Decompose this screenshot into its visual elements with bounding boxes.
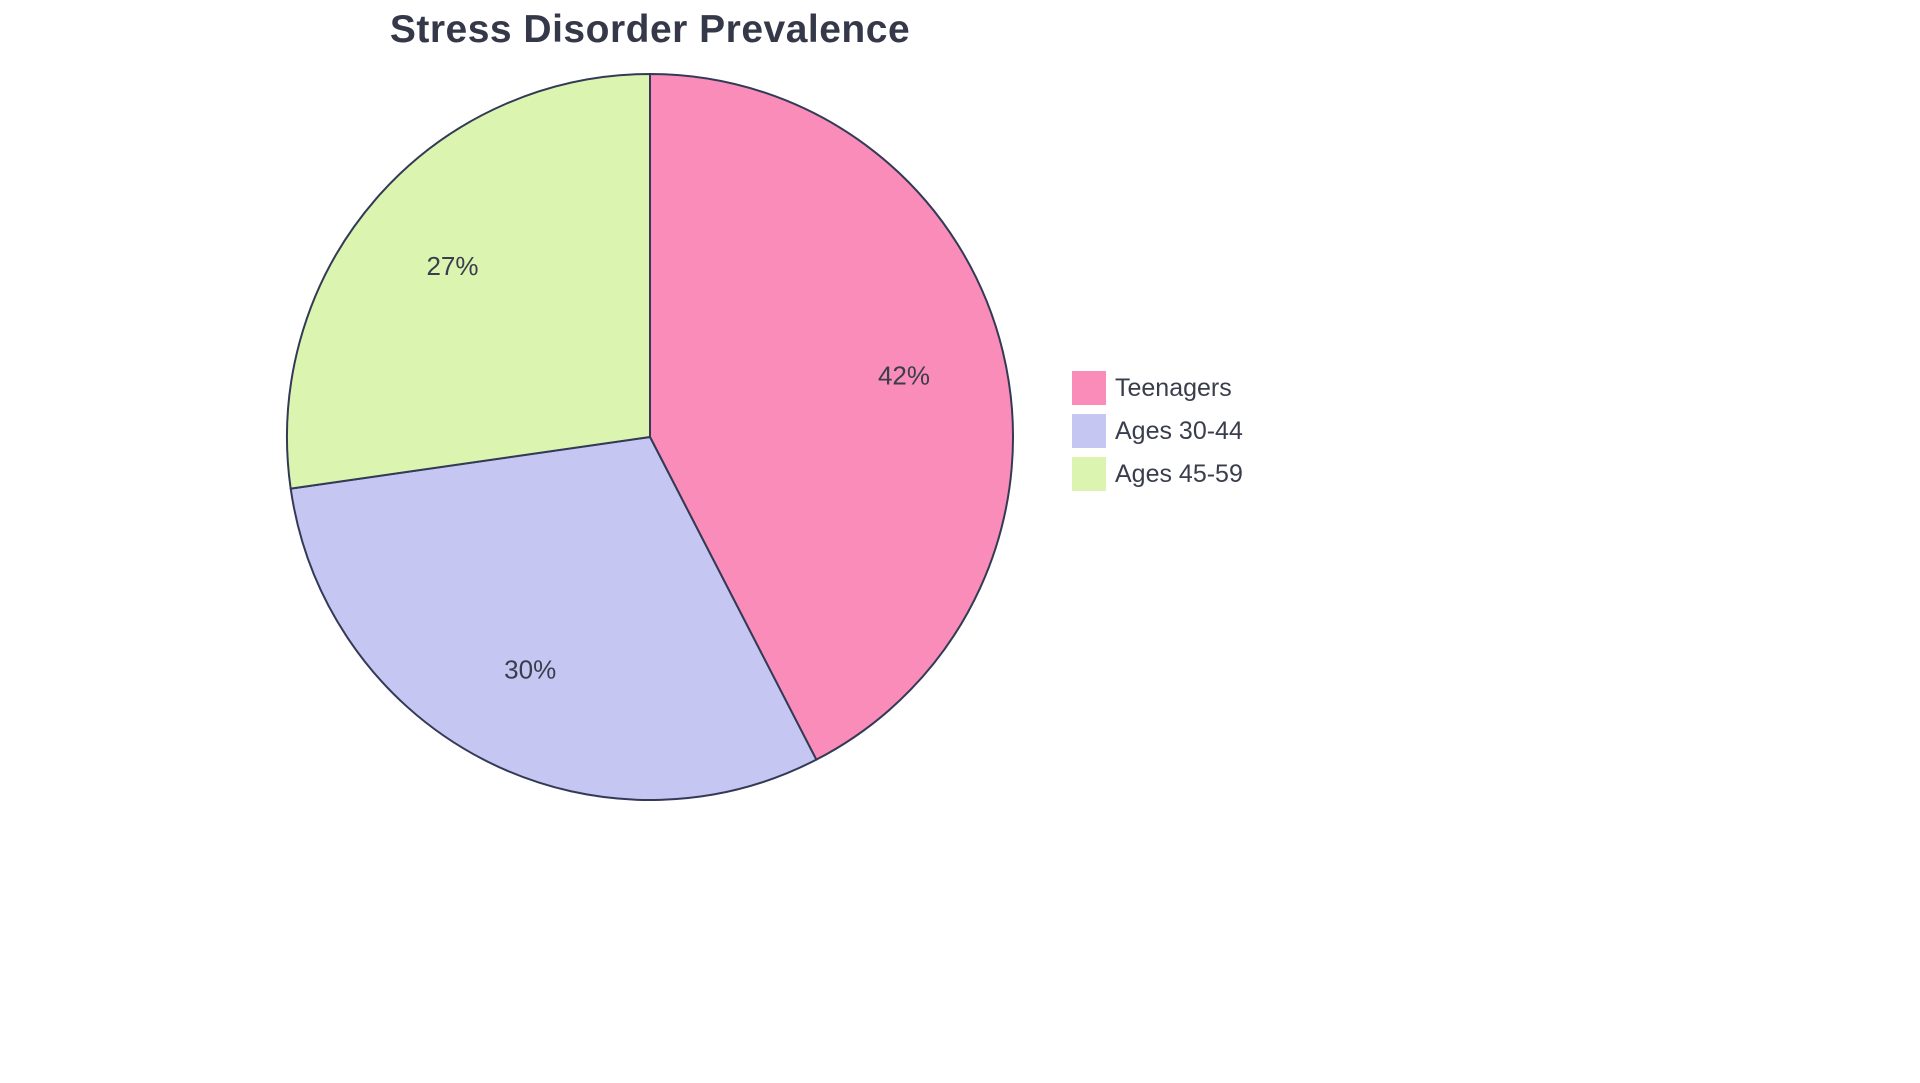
slice-percent-label: 30% [504, 654, 556, 684]
chart-title: Stress Disorder Prevalence [389, 8, 911, 51]
legend-swatch [1072, 457, 1106, 491]
slice-percent-label: 42% [878, 360, 930, 390]
legend-item: Ages 30-44 [1072, 414, 1243, 448]
slice-percent-label: 27% [426, 251, 478, 281]
legend-swatch [1072, 371, 1106, 405]
legend-item: Teenagers [1072, 371, 1243, 405]
pie-slice-ages-30-44 [289, 436, 818, 802]
legend-label: Ages 30-44 [1115, 417, 1243, 445]
legend: Teenagers Ages 30-44 Ages 45-59 [1072, 371, 1243, 491]
legend-label: Ages 45-59 [1115, 460, 1243, 488]
pie-slice-teenagers [649, 73, 1015, 761]
legend-label: Teenagers [1115, 374, 1232, 402]
pie-slice-ages-45-59 [286, 73, 651, 490]
legend-item: Ages 45-59 [1072, 457, 1243, 491]
legend-swatch [1072, 414, 1106, 448]
